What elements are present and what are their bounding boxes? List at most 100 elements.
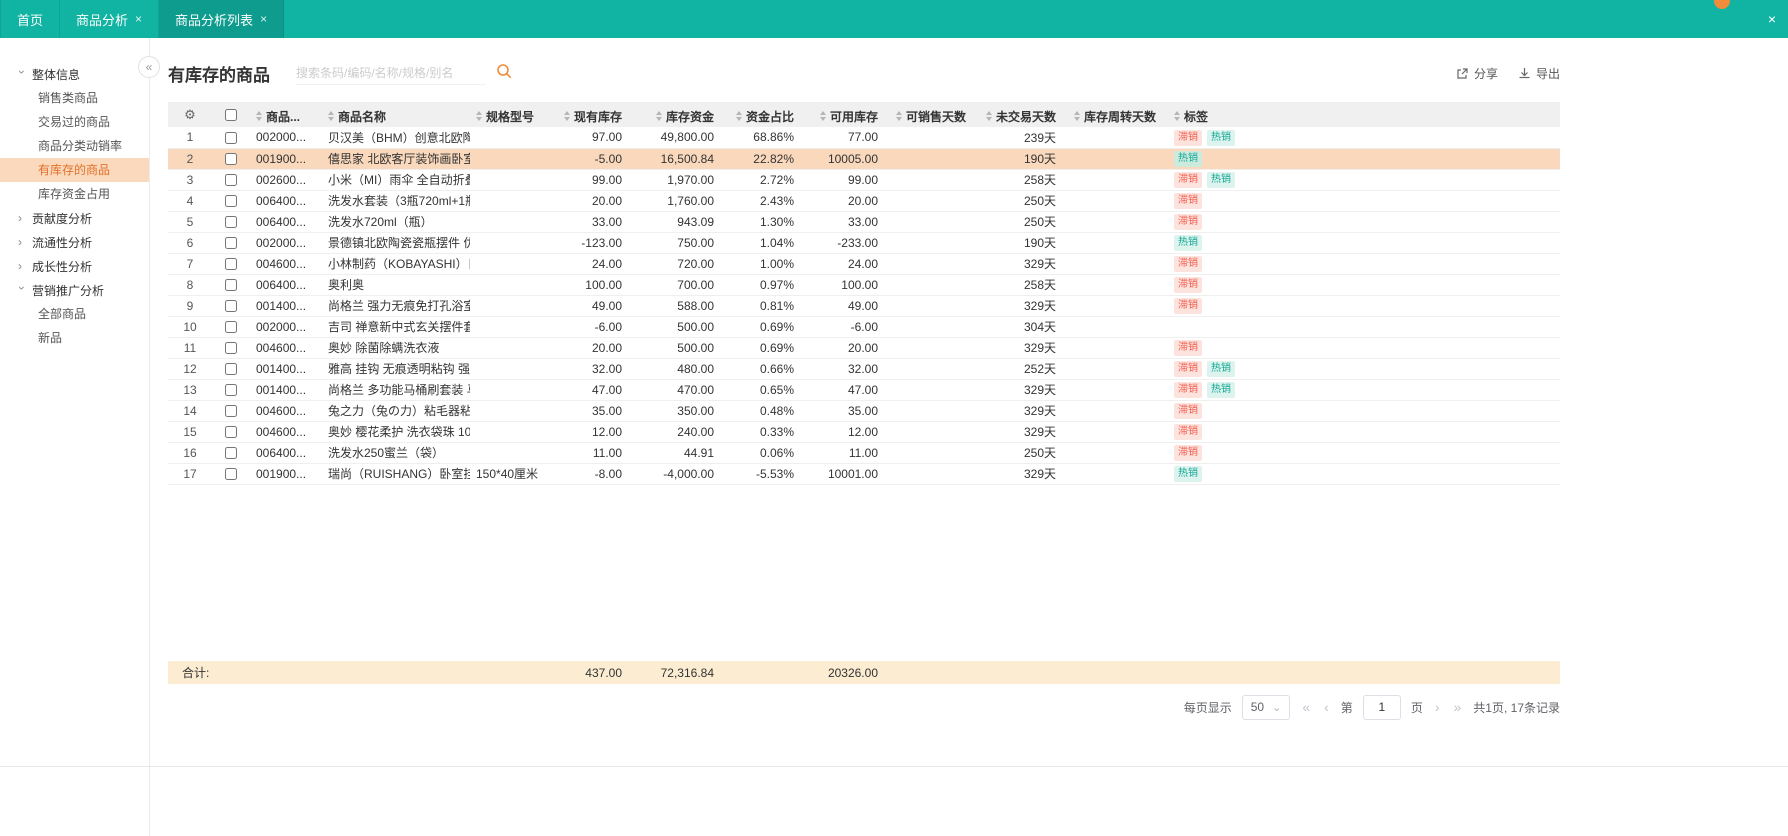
tag-slow: 滞销 xyxy=(1174,129,1202,146)
tab-close-icon[interactable]: × xyxy=(260,12,268,26)
export-button[interactable]: 导出 xyxy=(1518,65,1560,82)
column-settings-gear-icon[interactable]: ⚙ xyxy=(168,102,212,127)
row-checkbox[interactable] xyxy=(225,363,237,376)
sort-icon[interactable] xyxy=(1074,111,1080,122)
row-checkbox[interactable] xyxy=(225,321,237,334)
row-checkbox-cell xyxy=(212,442,250,464)
table-row[interactable]: 12 001400... 雅高 挂钩 无痕透明粘钩 强 32.00 480.00… xyxy=(168,358,1560,380)
row-checkbox[interactable] xyxy=(225,468,237,481)
sidebar-item-新品[interactable]: 新品 xyxy=(38,331,63,345)
column-header-现有库存[interactable]: 现有库存 xyxy=(550,102,634,127)
table-row[interactable]: 15 004600... 奥妙 樱花柔护 洗衣袋珠 10 12.00 240.0… xyxy=(168,421,1560,443)
sidebar-group-整体信息[interactable]: › 整体信息 xyxy=(0,62,149,86)
last-page-icon[interactable]: » xyxy=(1453,699,1462,715)
column-header-可用库存[interactable]: 可用库存 xyxy=(806,102,890,127)
row-checkbox[interactable] xyxy=(225,447,237,460)
table-row[interactable]: 7 004600... 小林制药（KOBAYASHI）日 24.00 720.0… xyxy=(168,253,1560,275)
sidebar-item-交易过的商品[interactable]: 交易过的商品 xyxy=(38,115,111,129)
sidebar-item-销售类商品[interactable]: 销售类商品 xyxy=(38,91,99,105)
table-row[interactable]: 3 002600... 小米（MI）雨伞 全自动折叠 99.00 1,970.0… xyxy=(168,169,1560,191)
table-row[interactable]: 10 002000... 吉司 禅意新中式玄关摆件套 -6.00 500.00 … xyxy=(168,316,1560,338)
table-row[interactable]: 4 006400... 洗发水套装（3瓶720ml+1瓶 20.00 1,760… xyxy=(168,190,1560,212)
total-records: 共1页, 17条记录 xyxy=(1473,700,1560,715)
row-checkbox[interactable] xyxy=(225,195,237,208)
sidebar-group-营销推广分析[interactable]: › 营销推广分析 xyxy=(0,278,149,302)
first-page-icon[interactable]: « xyxy=(1302,699,1311,715)
cell-filler xyxy=(1288,148,1560,170)
close-icon[interactable]: × xyxy=(1767,11,1776,27)
sidebar-item-商品分类动销率[interactable]: 商品分类动销率 xyxy=(38,139,123,153)
table-row[interactable]: 17 001900... 瑞尚（RUISHANG）卧室挂 150*40厘米 -8… xyxy=(168,463,1560,485)
row-index: 5 xyxy=(168,211,212,233)
sidebar-group-成长性分析[interactable]: › 成长性分析 xyxy=(0,254,149,278)
table-row[interactable]: 11 004600... 奥妙 除菌除螨洗衣液 20.00 500.00 0.6… xyxy=(168,337,1560,359)
table-row[interactable]: 8 006400... 奥利奥 100.00 700.00 0.97% 100.… xyxy=(168,274,1560,296)
sort-icon[interactable] xyxy=(985,111,992,122)
next-page-icon[interactable]: › xyxy=(1434,699,1440,715)
select-all-checkbox[interactable] xyxy=(225,109,237,122)
sidebar-group-贡献度分析[interactable]: › 贡献度分析 xyxy=(0,206,149,230)
tab-首页[interactable]: 首页 xyxy=(0,0,61,38)
sort-icon[interactable] xyxy=(896,111,902,122)
row-checkbox[interactable] xyxy=(225,258,237,271)
tab-商品分析列表[interactable]: 商品分析列表 × xyxy=(159,0,285,38)
sidebar-item-库存资金占用[interactable]: 库存资金占用 xyxy=(38,187,111,201)
column-label: 未交易天数 xyxy=(995,109,1056,124)
row-checkbox[interactable] xyxy=(225,342,237,355)
row-checkbox[interactable] xyxy=(225,237,237,250)
column-header-未交易天数[interactable]: 未交易天数 xyxy=(976,102,1068,127)
sort-icon[interactable] xyxy=(563,111,570,122)
column-header-可销售天数[interactable]: 可销售天数 xyxy=(890,102,976,127)
column-header-库存周转天数[interactable]: 库存周转天数 xyxy=(1068,102,1168,127)
search-input[interactable] xyxy=(296,61,486,85)
page-number-input[interactable] xyxy=(1362,694,1401,720)
row-checkbox[interactable] xyxy=(225,426,237,439)
search-icon[interactable] xyxy=(496,63,512,84)
sidebar-item-有库存的商品[interactable]: 有库存的商品 xyxy=(0,158,149,182)
cell-no-trade-days: 250天 xyxy=(976,190,1068,212)
table-row[interactable]: 16 006400... 洗发水250蜜兰（袋） 11.00 44.91 0.0… xyxy=(168,442,1560,464)
avatar[interactable] xyxy=(1714,0,1730,9)
column-header-商品...[interactable]: 商品... xyxy=(250,102,322,127)
sort-icon[interactable] xyxy=(655,111,662,122)
column-header-库存资金[interactable]: 库存资金 xyxy=(634,102,726,127)
sidebar-item-全部商品[interactable]: 全部商品 xyxy=(38,307,87,321)
row-checkbox[interactable] xyxy=(225,153,237,166)
row-checkbox[interactable] xyxy=(225,216,237,229)
prev-page-icon[interactable]: ‹ xyxy=(1324,699,1329,715)
tab-商品分析[interactable]: 商品分析 × xyxy=(60,0,160,38)
column-header-商品名称[interactable]: 商品名称 xyxy=(322,102,470,127)
column-header-资金占比[interactable]: 资金占比 xyxy=(726,102,806,127)
tag-hot: 热销 xyxy=(1207,129,1235,146)
row-checkbox[interactable] xyxy=(225,405,237,418)
tab-close-icon[interactable]: × xyxy=(135,12,143,26)
table-row[interactable]: 14 004600... 兔之力（兔の力）粘毛器粘 35.00 350.00 0… xyxy=(168,400,1560,422)
table-row[interactable]: 2 001900... 僖思家 北欧客厅装饰画卧室 -5.00 16,500.8… xyxy=(168,148,1560,170)
sort-icon[interactable] xyxy=(476,111,482,122)
row-checkbox[interactable] xyxy=(225,384,237,397)
table-row[interactable]: 9 001400... 尚格兰 强力无痕免打孔浴室 49.00 588.00 0… xyxy=(168,295,1560,317)
table-row[interactable]: 13 001400... 尚格兰 多功能马桶刷套装 马 47.00 470.00… xyxy=(168,379,1560,401)
table-row[interactable]: 5 006400... 洗发水720ml（瓶） 33.00 943.09 1.3… xyxy=(168,211,1560,233)
row-checkbox[interactable] xyxy=(225,300,237,313)
row-checkbox[interactable] xyxy=(225,132,237,145)
sidebar-collapse-button[interactable]: « xyxy=(138,56,160,78)
table-row[interactable]: 6 002000... 景德镇北欧陶瓷瓷瓶摆件 优 -123.00 750.00… xyxy=(168,232,1560,254)
cell-turnover-days xyxy=(1068,463,1168,485)
row-checkbox[interactable] xyxy=(225,174,237,187)
cell-tags: 滞销 热销 xyxy=(1168,379,1288,401)
sidebar-group-流通性分析[interactable]: › 流通性分析 xyxy=(0,230,149,254)
page-size-select[interactable]: 50 ⌄ xyxy=(1241,694,1291,720)
row-checkbox[interactable] xyxy=(225,279,237,292)
sort-icon[interactable] xyxy=(328,111,334,122)
column-header-标签[interactable]: 标签 xyxy=(1168,102,1288,127)
table-row[interactable]: 1 002000... 贝汉美（BHM）创意北欧陶 97.00 49,800.0… xyxy=(168,127,1560,149)
sort-icon[interactable] xyxy=(256,111,262,122)
column-header-规格型号[interactable]: 规格型号 xyxy=(470,102,550,127)
column-label: 现有库存 xyxy=(573,109,622,124)
sort-icon[interactable] xyxy=(1174,111,1180,122)
sort-icon[interactable] xyxy=(819,111,826,122)
sort-icon[interactable] xyxy=(735,111,742,122)
share-button[interactable]: 分享 xyxy=(1456,65,1498,82)
cell-no-trade-days: 190天 xyxy=(976,148,1068,170)
